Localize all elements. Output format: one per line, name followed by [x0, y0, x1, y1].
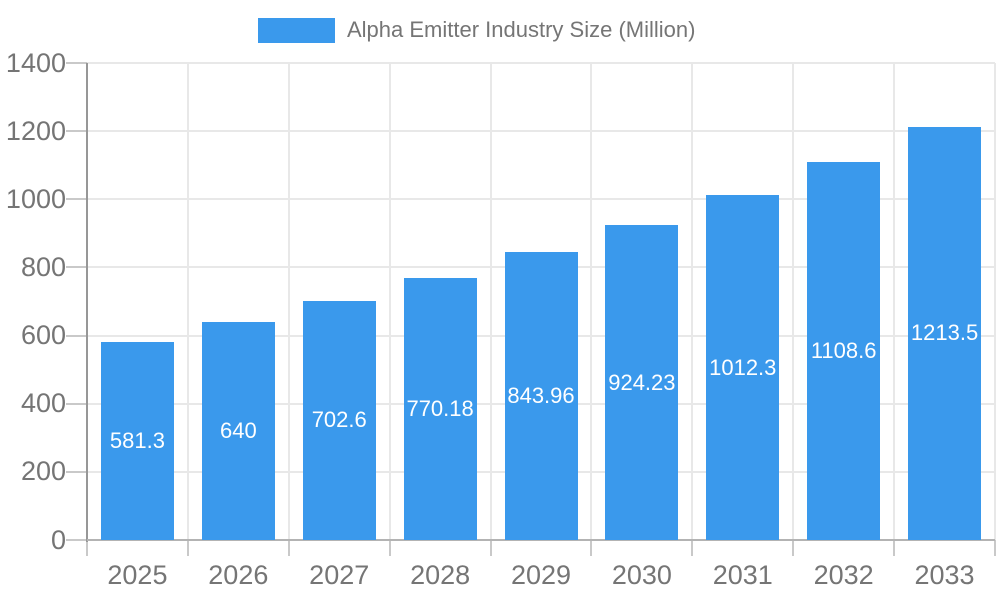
bar-value-label: 1012.3: [709, 354, 777, 380]
y-axis-tick: [66, 470, 87, 473]
bar-value-label: 581.3: [109, 427, 165, 453]
x-axis-tick: [388, 540, 391, 556]
x-gridline: [994, 63, 996, 540]
bar[interactable]: [100, 341, 174, 540]
bar-value-label: 843.96: [507, 383, 575, 409]
bar[interactable]: [504, 252, 578, 540]
x-axis-label: 2027: [309, 560, 370, 590]
bar[interactable]: [605, 225, 679, 540]
y-axis-label: 400: [20, 388, 66, 419]
x-axis-tick: [691, 540, 694, 556]
y-axis-label: 1000: [5, 183, 66, 214]
bar[interactable]: [908, 126, 982, 540]
bar[interactable]: [302, 300, 376, 540]
legend-swatch: [258, 17, 335, 43]
bar-value-label: 1108.6: [810, 338, 877, 364]
x-axis-tick: [186, 540, 189, 556]
x-axis-tick: [287, 540, 290, 556]
x-axis-line: [87, 539, 995, 541]
y-axis-tick: [66, 334, 87, 337]
legend-item[interactable]: Alpha Emitter Industry Size (Million): [258, 13, 695, 47]
bar[interactable]: [201, 321, 275, 540]
x-axis-label: 2029: [510, 560, 572, 590]
y-axis-label: 800: [20, 251, 66, 282]
x-axis-tick: [489, 540, 492, 556]
y-axis-label: 1400: [5, 47, 66, 78]
x-axis-tick: [893, 540, 896, 556]
y-gridline: [87, 62, 995, 64]
bar-value-label: 924.23: [608, 369, 676, 395]
x-axis-label: 2025: [107, 560, 168, 590]
bar-value-label: 1213.5: [910, 320, 979, 346]
x-axis-label: 2031: [712, 560, 773, 590]
x-axis-label: 2026: [208, 560, 269, 590]
x-axis-label: 2030: [611, 560, 672, 590]
x-axis-label: 2033: [914, 560, 975, 590]
bar[interactable]: [807, 162, 881, 540]
y-gridline: [87, 130, 995, 133]
legend-label: Alpha Emitter Industry Size (Million): [347, 17, 696, 42]
bar-value-label: 702.6: [311, 407, 367, 433]
bar[interactable]: [403, 277, 477, 540]
x-gridline: [186, 63, 189, 540]
x-gridline: [691, 63, 694, 540]
x-axis-label: 2028: [410, 560, 471, 590]
x-axis-label: 2032: [813, 560, 874, 590]
y-axis-tick: [66, 198, 87, 201]
bar-value-label: 770.18: [406, 395, 474, 421]
y-axis-label: 200: [20, 456, 66, 487]
x-gridline: [792, 63, 795, 540]
x-gridline: [287, 63, 290, 540]
y-axis-label: 0: [50, 524, 66, 555]
y-axis-tick: [66, 62, 87, 64]
y-axis-line: [86, 63, 88, 542]
y-axis-tick: [66, 130, 87, 133]
y-axis-tick: [66, 539, 87, 541]
y-axis-label: 600: [20, 320, 66, 351]
x-gridline: [388, 63, 391, 540]
y-axis-label: 1200: [5, 115, 66, 146]
x-axis-tick: [994, 540, 996, 556]
y-gridline: [87, 198, 995, 201]
y-axis-tick: [66, 402, 87, 405]
x-gridline: [489, 63, 492, 540]
bar-value-label: 640: [219, 417, 257, 443]
x-axis-tick: [792, 540, 795, 556]
x-axis-tick: [86, 540, 88, 556]
x-gridline: [893, 63, 896, 540]
x-gridline: [590, 63, 593, 540]
bar[interactable]: [706, 195, 780, 540]
x-axis-tick: [590, 540, 593, 556]
y-axis-tick: [66, 266, 87, 269]
